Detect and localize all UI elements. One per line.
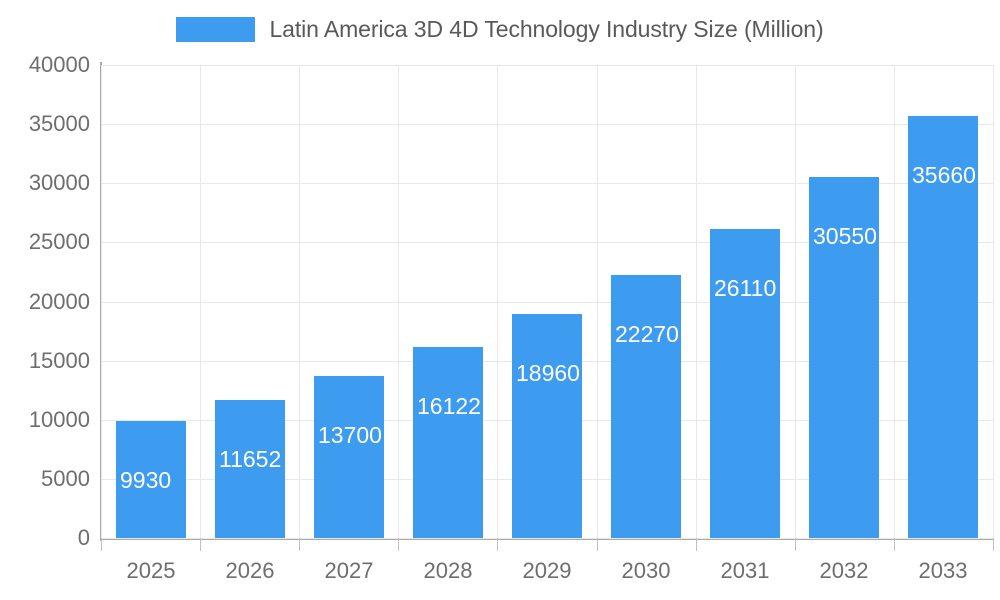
gridline-vertical — [795, 65, 796, 538]
bar-2025[interactable] — [116, 421, 186, 538]
plot-area: 9930 11652 13700 16122 18960 22270 26110 30550 3… — [101, 65, 994, 539]
gridline-horizontal — [101, 302, 993, 303]
x-axis-tick-mark — [200, 538, 201, 551]
y-axis-tick-label: 20000 — [28, 289, 90, 314]
y-axis-tick-label: 35000 — [28, 111, 90, 136]
x-axis-tick-label-2030: 2030 — [621, 558, 671, 583]
x-axis-tick-mark — [993, 538, 994, 551]
x-axis-tick-mark — [795, 538, 796, 551]
y-axis-tick-label: 0 — [77, 525, 90, 550]
x-axis-tick-label-2027: 2027 — [324, 558, 374, 583]
gridline-horizontal — [101, 65, 993, 66]
bar-2027[interactable] — [314, 376, 384, 538]
x-axis-tick-label-2033: 2033 — [918, 558, 968, 583]
bar-value-label: 26110 — [714, 275, 777, 301]
legend-item-series-1[interactable]: Latin America 3D 4D Technology Industry … — [176, 16, 824, 43]
bar-2030[interactable] — [611, 275, 681, 538]
x-axis-tick-label-2026: 2026 — [225, 558, 275, 583]
x-axis-line — [101, 538, 994, 540]
legend-swatch-icon — [176, 17, 256, 42]
x-axis-tick-mark — [597, 538, 598, 551]
x-axis-tick-label-2032: 2032 — [819, 558, 869, 583]
bar-value-label: 16122 — [417, 393, 481, 419]
x-axis-tick-mark — [497, 538, 498, 551]
bar-value-label: 30550 — [813, 223, 877, 249]
x-axis-tick-label-2025: 2025 — [126, 558, 176, 583]
gridline-vertical — [497, 65, 498, 538]
bar-2029[interactable] — [512, 314, 582, 538]
gridline-vertical — [894, 65, 895, 538]
x-axis-tick-mark — [101, 538, 102, 551]
x-axis-tick-mark — [299, 538, 300, 551]
bar-value-label: 13700 — [318, 422, 382, 448]
bar-value-label: 11652 — [219, 446, 282, 472]
gridline-vertical — [993, 65, 994, 538]
gridline-horizontal — [101, 242, 993, 243]
gridline-vertical — [299, 65, 300, 538]
gridline-horizontal — [101, 183, 993, 184]
y-axis-tick-labels: 0 5000 10000 15000 20000 25000 30000 35000 40000 — [0, 54, 90, 549]
gridline-horizontal — [101, 124, 993, 125]
bar-2028[interactable] — [413, 347, 483, 538]
y-axis-tick-label: 30000 — [28, 170, 90, 195]
bar-value-label: 22270 — [615, 321, 679, 347]
gridline-horizontal — [101, 538, 993, 539]
x-axis-tick-mark — [894, 538, 895, 551]
x-axis-tick-label-2029: 2029 — [522, 558, 572, 583]
gridline-vertical — [398, 65, 399, 538]
legend-item-label: Latin America 3D 4D Technology Industry … — [269, 16, 824, 42]
bar-2032[interactable] — [809, 177, 879, 538]
bar-value-label: 9930 — [120, 467, 172, 493]
bar-2033[interactable] — [908, 116, 978, 538]
y-axis-tick-label: 15000 — [28, 348, 90, 373]
bar-value-label: 18960 — [516, 360, 580, 386]
y-axis-tick-label: 5000 — [41, 466, 90, 491]
bar-value-label: 35660 — [912, 162, 976, 188]
gridline-vertical — [101, 65, 102, 538]
gridline-vertical — [696, 65, 697, 538]
x-axis-tick-mark — [398, 538, 399, 551]
bar-2031[interactable] — [710, 229, 780, 538]
x-axis-tick-label-2031: 2031 — [720, 558, 770, 583]
bar-2026[interactable] — [215, 400, 285, 538]
y-axis-tick-label: 40000 — [28, 52, 90, 77]
x-axis-tick-mark — [696, 538, 697, 551]
gridline-vertical — [200, 65, 201, 538]
gridline-vertical — [597, 65, 598, 538]
x-axis-tick-label-2028: 2028 — [423, 558, 473, 583]
chart-legend: Latin America 3D 4D Technology Industry … — [0, 0, 1000, 62]
y-axis-tick-label: 25000 — [28, 229, 90, 254]
y-axis-tick-label: 10000 — [28, 407, 90, 432]
